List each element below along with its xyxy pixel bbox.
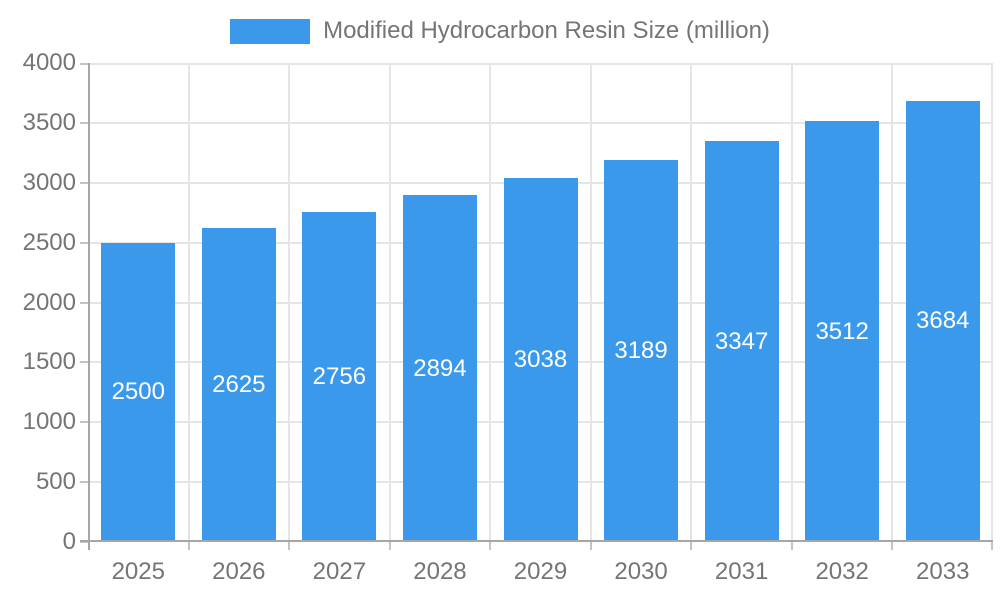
bar-value-label: 3038 [513,346,568,374]
x-tick-label: 2031 [714,558,769,585]
gridline-v [690,63,693,542]
legend[interactable]: Modified Hydrocarbon Resin Size (million… [0,17,1000,45]
bar: 3347 [704,141,779,542]
x-tick-label: 2028 [413,558,467,585]
x-tick-label: 2033 [916,558,970,585]
legend-label: Modified Hydrocarbon Resin Size (million… [323,17,770,44]
y-tick [80,481,88,484]
bar-value-label: 2894 [413,354,467,382]
bar-value-label: 3189 [614,337,668,365]
x-axis-line [80,540,993,542]
bar: 2625 [201,227,276,542]
gridline-v [991,63,993,542]
y-tick-label: 500 [35,468,76,496]
bar-value-label: 3684 [916,307,970,335]
x-tick-label: 2026 [212,558,266,585]
x-tick [489,542,492,550]
gridline-v [489,63,492,542]
y-tick-label: 0 [62,528,76,555]
y-tick [80,121,88,124]
x-tick-label: 2029 [513,558,568,585]
bar-value-label: 3347 [714,327,769,355]
y-tick [80,181,88,184]
x-tick-label: 2027 [312,558,367,585]
gridline-h [88,121,993,124]
x-tick [187,542,190,550]
bar-value-label: 2500 [111,378,165,406]
y-tick-label: 2000 [22,288,76,316]
x-tick [388,542,391,550]
y-tick-label: 1500 [22,348,76,376]
gridline-v [589,63,592,542]
bar: 2756 [302,211,377,542]
y-tick [80,63,88,65]
y-tick-label: 3000 [22,168,76,196]
bar-value-label: 2756 [312,362,367,390]
y-tick-label: 2500 [22,228,76,256]
y-tick-label: 1000 [22,408,76,436]
gridline-v [891,63,894,542]
gridline-v [388,63,391,542]
y-tick [80,241,88,244]
x-tick [790,542,793,550]
gridline-v [288,63,291,542]
y-tick-label: 4000 [22,49,76,76]
x-tick [891,542,894,550]
x-tick [288,542,291,550]
gridline-v [790,63,793,542]
y-tick [80,361,88,364]
bar: 3684 [905,100,980,542]
plot-area: 0 500 1000 1500 2000 2500 3000 3500 4000 2025 2026… [23,49,993,585]
y-axis-line [88,63,90,550]
bar-value-label: 3512 [815,317,869,345]
bar-value-label: 2625 [212,370,266,398]
y-tick [80,541,88,543]
bar: 3038 [503,178,578,542]
x-tick [589,542,592,550]
gridline-v [187,63,190,542]
x-tick [991,542,993,550]
legend-swatch [230,18,311,44]
y-tick [80,301,88,304]
bar: 2500 [101,242,176,542]
y-tick [80,421,88,424]
bar: 2894 [402,195,477,542]
gridline-h [88,63,993,65]
x-tick-label: 2030 [614,558,668,585]
bar: 3512 [805,121,880,542]
x-tick-label: 2025 [111,558,165,585]
x-tick [690,542,693,550]
bar: 3189 [604,160,679,542]
x-tick-label: 2032 [815,558,869,585]
y-tick-label: 3500 [22,108,76,136]
